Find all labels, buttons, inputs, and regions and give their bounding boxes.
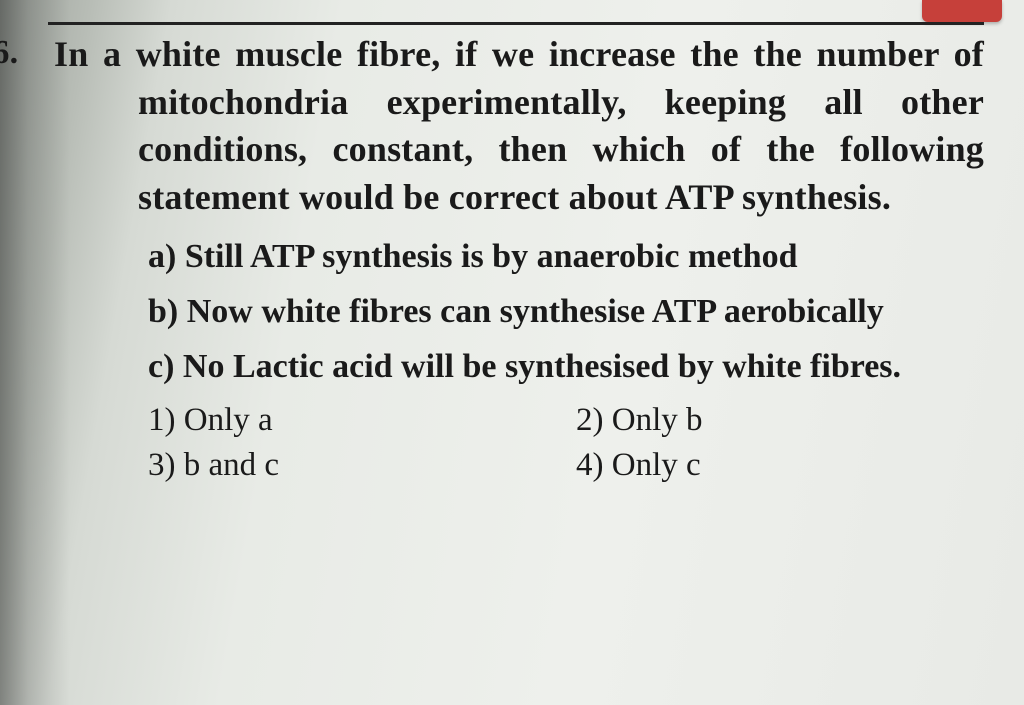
option-3: 3) b and c [148, 447, 556, 484]
option-label: 4) [576, 447, 604, 483]
option-text: Only b [612, 402, 703, 438]
option-text: Only c [612, 447, 701, 483]
question-stem-text: In a white muscle fibre, if we increase … [54, 34, 984, 217]
statement-c: c) No Lactic acid will be synthesised by… [148, 345, 984, 390]
statement-list: a) Still ATP synthesis is by anaerobic m… [48, 235, 984, 390]
statement-label: b) [148, 293, 178, 330]
question-block: 156.In a white muscle fibre, if we incre… [48, 22, 984, 484]
statement-label: a) [148, 238, 176, 275]
statement-b: b) Now white fibres can synthesise ATP a… [148, 290, 984, 335]
option-label: 3) [148, 447, 176, 483]
statement-text: Now white fibres can synthesise ATP aero… [187, 293, 884, 330]
option-text: Only a [184, 402, 273, 438]
option-4: 4) Only c [576, 447, 984, 484]
option-grid: 1) Only a 2) Only b 3) b and c 4) Only c [48, 402, 984, 484]
statement-text: No Lactic acid will be synthesised by wh… [183, 348, 901, 385]
statement-a: a) Still ATP synthesis is by anaerobic m… [148, 235, 984, 280]
option-label: 1) [148, 402, 176, 438]
option-label: 2) [576, 402, 604, 438]
statement-text: Still ATP synthesis is by anaerobic meth… [185, 238, 798, 275]
question-stem: 156.In a white muscle fibre, if we incre… [48, 31, 984, 221]
option-text: b and c [184, 447, 279, 483]
option-1: 1) Only a [148, 402, 556, 439]
option-2: 2) Only b [576, 402, 984, 439]
page-content: 156.In a white muscle fibre, if we incre… [0, 0, 1024, 705]
statement-label: c) [148, 348, 174, 385]
